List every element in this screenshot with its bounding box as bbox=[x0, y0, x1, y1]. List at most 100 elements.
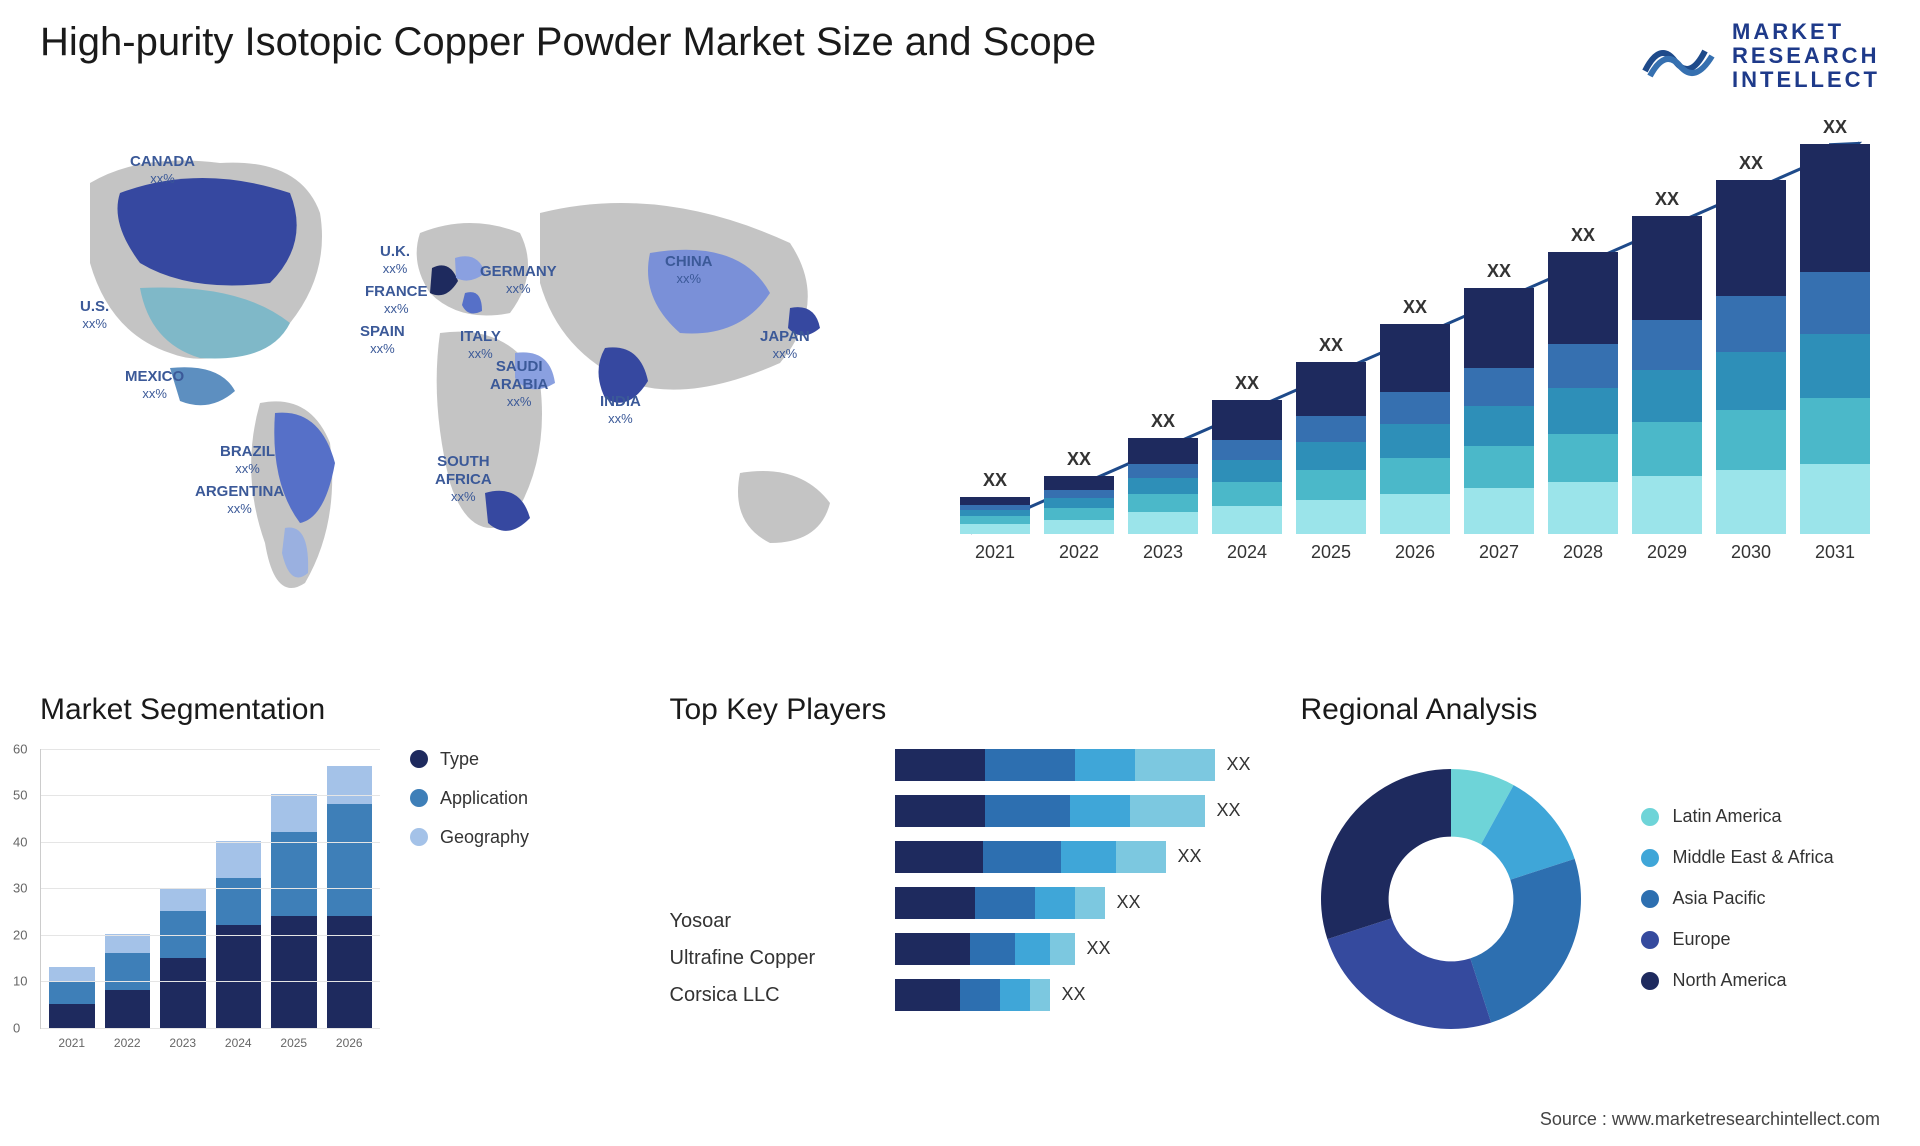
brand-logo: MARKET RESEARCH INTELLECT bbox=[1640, 20, 1880, 93]
legend-swatch bbox=[410, 828, 428, 846]
map-label: FRANCExx% bbox=[365, 283, 428, 317]
legend-label: Latin America bbox=[1673, 806, 1782, 827]
map-label: U.K.xx% bbox=[380, 243, 410, 277]
bar-segment bbox=[1632, 422, 1702, 476]
logo-line-2: RESEARCH bbox=[1732, 44, 1880, 68]
player-bar-segment bbox=[985, 749, 1075, 781]
bar-value-label: XX bbox=[983, 470, 1007, 491]
player-name: Yosoar bbox=[670, 910, 870, 933]
bar-value-label: XX bbox=[1403, 297, 1427, 318]
bar-segment bbox=[1632, 216, 1702, 320]
player-row: XX bbox=[895, 933, 1251, 965]
donut-segment bbox=[1321, 769, 1451, 939]
seg-bar-segment bbox=[216, 878, 262, 925]
player-name: Ultrafine Copper bbox=[670, 947, 870, 970]
player-value-label: XX bbox=[1227, 754, 1251, 775]
bar-segment bbox=[1296, 442, 1366, 470]
bar-year-label: 2027 bbox=[1479, 542, 1519, 563]
seg-legend-item: Application bbox=[410, 788, 529, 809]
map-label: MEXICOxx% bbox=[125, 368, 184, 402]
player-row: XX bbox=[895, 841, 1251, 873]
player-bar-segment bbox=[970, 933, 1015, 965]
page-title: High-purity Isotopic Copper Powder Marke… bbox=[40, 20, 1096, 65]
seg-legend-item: Geography bbox=[410, 827, 529, 848]
bar-value-label: XX bbox=[1235, 373, 1259, 394]
bar-segment bbox=[1632, 320, 1702, 370]
regional-legend-item: Asia Pacific bbox=[1641, 888, 1834, 909]
seg-bar-segment bbox=[160, 888, 206, 911]
bar-segment bbox=[1632, 476, 1702, 534]
bar-year-label: 2022 bbox=[1059, 542, 1099, 563]
regional-legend-item: Middle East & Africa bbox=[1641, 847, 1834, 868]
seg-y-axis-label: 50 bbox=[13, 788, 27, 803]
bar-year-label: 2031 bbox=[1815, 542, 1855, 563]
seg-x-axis-label: 2022 bbox=[102, 1036, 152, 1050]
seg-bar: 2025 bbox=[271, 794, 317, 1027]
seg-bar-segment bbox=[49, 967, 95, 981]
bar-segment bbox=[1044, 520, 1114, 534]
bar-year-label: 2025 bbox=[1311, 542, 1351, 563]
player-bar-segment bbox=[895, 749, 985, 781]
bar-segment bbox=[1548, 434, 1618, 482]
segmentation-panel: Market Segmentation 20212022202320242025… bbox=[40, 693, 620, 1049]
regional-title: Regional Analysis bbox=[1301, 693, 1881, 727]
player-row: XX bbox=[895, 795, 1251, 827]
seg-y-axis-label: 30 bbox=[13, 881, 27, 896]
bar-group: XX2027 bbox=[1464, 261, 1534, 563]
legend-swatch bbox=[1641, 931, 1659, 949]
player-bar-segment bbox=[1061, 841, 1116, 873]
donut-segment bbox=[1470, 858, 1581, 1022]
seg-y-axis-label: 60 bbox=[13, 741, 27, 756]
player-value-label: XX bbox=[1087, 938, 1111, 959]
segmentation-legend: TypeApplicationGeography bbox=[410, 749, 529, 1029]
seg-bar-segment bbox=[160, 958, 206, 1028]
seg-bar-segment bbox=[271, 832, 317, 916]
bar-segment bbox=[1128, 478, 1198, 494]
bar-segment bbox=[1128, 494, 1198, 512]
bar-segment bbox=[1296, 416, 1366, 442]
player-row: XX bbox=[895, 749, 1251, 781]
key-players-title: Top Key Players bbox=[670, 693, 1251, 727]
player-bar-segment bbox=[1075, 887, 1105, 919]
bar-segment bbox=[1716, 296, 1786, 352]
map-label: SAUDIARABIAxx% bbox=[490, 358, 548, 410]
seg-y-axis-label: 10 bbox=[13, 974, 27, 989]
player-value-label: XX bbox=[1117, 892, 1141, 913]
player-bar-segment bbox=[895, 979, 960, 1011]
market-size-bar-chart: XX2021XX2022XX2023XX2024XX2025XX2026XX20… bbox=[950, 123, 1880, 643]
logo-line-1: MARKET bbox=[1732, 20, 1880, 44]
bar-year-label: 2030 bbox=[1731, 542, 1771, 563]
regional-legend: Latin America Middle East & Africa Asia Pa… bbox=[1641, 806, 1834, 991]
bar-value-label: XX bbox=[1151, 411, 1175, 432]
bar-group: XX 2031 bbox=[1800, 117, 1870, 563]
bar-segment bbox=[1716, 410, 1786, 470]
legend-label: Middle East & Africa bbox=[1673, 847, 1834, 868]
bar-segment bbox=[1212, 506, 1282, 534]
seg-bar: 2021 bbox=[49, 967, 95, 1028]
bar-segment bbox=[1716, 352, 1786, 410]
seg-bar-segment bbox=[271, 916, 317, 1028]
bar-segment bbox=[1380, 458, 1450, 494]
map-label: ITALYxx% bbox=[460, 328, 501, 362]
player-bar-segment bbox=[1050, 933, 1075, 965]
seg-x-axis-label: 2021 bbox=[47, 1036, 97, 1050]
legend-swatch bbox=[1641, 972, 1659, 990]
seg-bar-segment bbox=[49, 1004, 95, 1027]
bar-segment bbox=[1800, 144, 1870, 272]
player-bar-segment bbox=[983, 841, 1061, 873]
seg-bar-segment bbox=[271, 794, 317, 831]
bar-year-label: 2021 bbox=[975, 542, 1015, 563]
player-bar-segment bbox=[1000, 979, 1030, 1011]
bar-segment bbox=[1464, 446, 1534, 488]
seg-bar-segment bbox=[216, 841, 262, 878]
player-bar-segment bbox=[985, 795, 1070, 827]
bar-segment bbox=[1548, 344, 1618, 388]
bar-value-label: XX bbox=[1823, 117, 1847, 138]
bar-group: XX2030 bbox=[1716, 153, 1786, 563]
bar-value-label: XX bbox=[1655, 189, 1679, 210]
donut-segment bbox=[1327, 918, 1491, 1029]
seg-y-axis-label: 20 bbox=[13, 927, 27, 942]
bar-group: XX2025 bbox=[1296, 335, 1366, 563]
bar-segment bbox=[960, 516, 1030, 524]
bar-segment bbox=[1296, 500, 1366, 534]
